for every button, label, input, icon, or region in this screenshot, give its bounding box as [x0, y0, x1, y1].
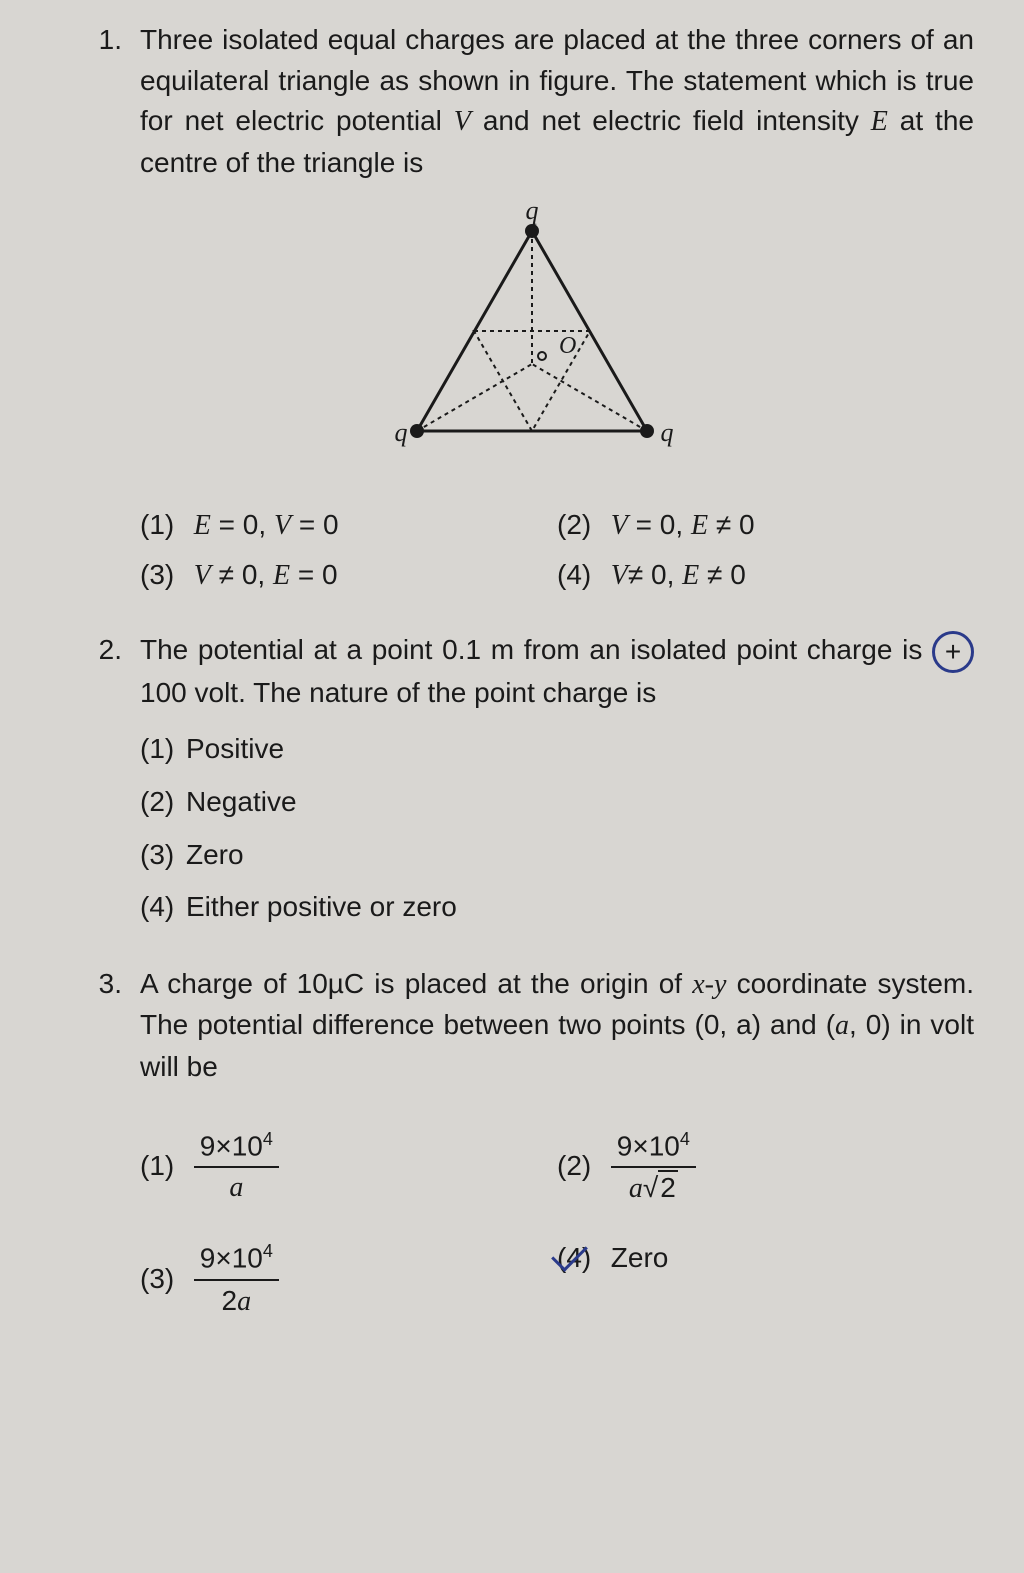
fig-label-left: q [395, 418, 408, 447]
question-1: 1. Three isolated equal charges are plac… [90, 20, 974, 600]
check-annotation: (4) [557, 1238, 603, 1279]
q1-option-2: (2) V = 0, E ≠ 0 [557, 501, 974, 551]
q3-option-4: (4) Zero [557, 1224, 974, 1337]
q1-options: (1) E = 0, V = 0 (2) V = 0, E ≠ 0 (3) V … [140, 501, 974, 600]
q3-number: 3. [90, 964, 140, 1088]
fraction: 9×104 a [194, 1126, 279, 1210]
q3-text: A charge of 10µC is placed at the origin… [140, 964, 974, 1088]
q3-option-2: (2) 9×104 a2 [557, 1112, 974, 1225]
q3-options: (1) 9×104 a (2) 9×104 a2 (3) 9×104 2a (4… [140, 1112, 974, 1337]
q3-option-1: (1) 9×104 a [140, 1112, 557, 1225]
fig-label-top: q [526, 201, 539, 225]
fraction: 9×104 2a [194, 1238, 279, 1323]
q2-option-3: (3)Zero [140, 829, 974, 882]
q2-number: 2. [90, 630, 140, 713]
q1-option-3: (3) V ≠ 0, E = 0 [140, 551, 557, 601]
q1-figure: q q q O [90, 201, 974, 483]
q1-option-1: (1) E = 0, V = 0 [140, 501, 557, 551]
q2-option-2: (2)Negative [140, 776, 974, 829]
q3-option-3: (3) 9×104 2a [140, 1224, 557, 1337]
question-2: 2. The potential at a point 0.1 m from a… [90, 630, 974, 934]
q2-text: The potential at a point 0.1 m from an i… [140, 630, 974, 713]
q2-option-4: (4)Either positive or zero [140, 881, 974, 934]
circled-plus-annotation: + [932, 631, 974, 673]
q2-option-1: (1)Positive [140, 723, 974, 776]
q1-option-4: (4) V≠ 0, E ≠ 0 [557, 551, 974, 601]
question-3: 3. A charge of 10µC is placed at the ori… [90, 964, 974, 1337]
q2-options: (1)Positive (2)Negative (3)Zero (4)Eithe… [140, 723, 974, 933]
q1-text: Three isolated equal charges are placed … [140, 20, 974, 183]
fig-label-center: O [559, 333, 576, 359]
fraction: 9×104 a2 [611, 1126, 696, 1211]
q1-number: 1. [90, 20, 140, 183]
fig-label-right: q [661, 418, 674, 447]
